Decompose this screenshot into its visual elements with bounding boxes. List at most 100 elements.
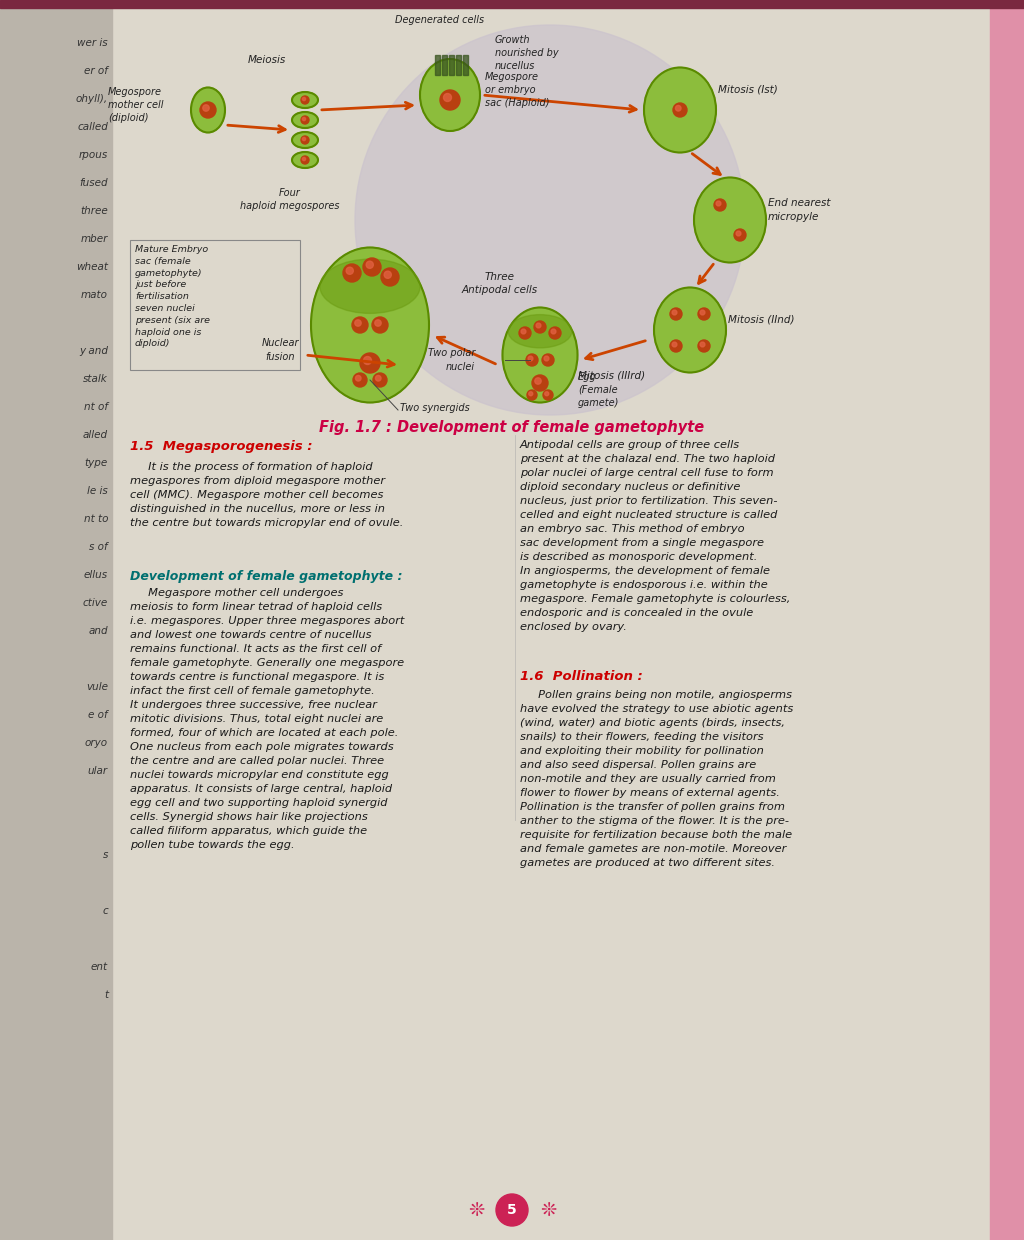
Circle shape <box>302 98 305 100</box>
Circle shape <box>355 376 361 381</box>
Text: 1.6  Pollination :: 1.6 Pollination : <box>520 670 643 683</box>
Circle shape <box>443 93 452 102</box>
Circle shape <box>301 156 309 164</box>
Circle shape <box>440 91 460 110</box>
Circle shape <box>672 310 677 315</box>
Text: Egg
(Female
gamete): Egg (Female gamete) <box>578 372 620 408</box>
Circle shape <box>302 118 305 120</box>
Text: It is the process of formation of haploid
megaspores from diploid megaspore moth: It is the process of formation of haploi… <box>130 463 403 528</box>
Text: nt to: nt to <box>84 515 108 525</box>
Text: t: t <box>103 990 108 999</box>
Ellipse shape <box>420 60 480 131</box>
Circle shape <box>384 272 391 278</box>
Ellipse shape <box>694 177 766 263</box>
Text: ctive: ctive <box>83 598 108 608</box>
Text: rpous: rpous <box>79 150 108 160</box>
Circle shape <box>542 353 554 366</box>
Ellipse shape <box>292 92 318 108</box>
Text: ❊: ❊ <box>468 1200 484 1219</box>
Text: Four
haploid megospores: Four haploid megospores <box>241 188 340 211</box>
Bar <box>456 55 461 74</box>
Circle shape <box>670 340 682 352</box>
Circle shape <box>364 357 372 365</box>
Bar <box>449 55 454 74</box>
Text: Development of female gametophyte :: Development of female gametophyte : <box>130 570 402 583</box>
Circle shape <box>376 376 381 381</box>
Circle shape <box>673 103 687 117</box>
Text: nt of: nt of <box>84 402 108 412</box>
Ellipse shape <box>191 88 225 133</box>
Text: Megospore
or embryo
sac (Haploid): Megospore or embryo sac (Haploid) <box>485 72 550 108</box>
Circle shape <box>200 102 216 118</box>
Circle shape <box>375 320 381 326</box>
Circle shape <box>545 392 549 396</box>
Circle shape <box>676 105 681 112</box>
Text: vule: vule <box>86 682 108 692</box>
Bar <box>463 55 468 74</box>
Text: Three
Antipodal cells: Three Antipodal cells <box>462 272 538 295</box>
Text: ular: ular <box>88 766 108 776</box>
Circle shape <box>670 308 682 320</box>
Circle shape <box>381 268 399 286</box>
Text: ohyll),: ohyll), <box>76 94 108 104</box>
Text: Mature Embryo
sac (female
gametophyte)
just before
fertilisation
seven nuclei
pr: Mature Embryo sac (female gametophyte) j… <box>135 246 210 348</box>
Text: ❊: ❊ <box>540 1200 556 1219</box>
Circle shape <box>672 342 677 347</box>
Circle shape <box>362 258 381 277</box>
Circle shape <box>537 324 541 327</box>
Circle shape <box>521 329 526 334</box>
Bar <box>0 0 112 1240</box>
Circle shape <box>354 320 361 326</box>
Text: called: called <box>77 122 108 131</box>
Circle shape <box>734 229 746 241</box>
Circle shape <box>373 373 387 387</box>
Ellipse shape <box>292 112 318 128</box>
Ellipse shape <box>654 288 726 372</box>
Circle shape <box>301 136 309 144</box>
Text: fused: fused <box>80 179 108 188</box>
Circle shape <box>698 340 710 352</box>
Text: oryo: oryo <box>85 738 108 748</box>
Ellipse shape <box>319 259 420 314</box>
Circle shape <box>551 329 556 334</box>
Text: Meiosis: Meiosis <box>248 55 287 64</box>
Bar <box>0 0 1024 7</box>
Circle shape <box>301 95 309 104</box>
Circle shape <box>549 327 561 339</box>
Text: mber: mber <box>81 234 108 244</box>
Circle shape <box>528 392 532 396</box>
Circle shape <box>519 327 531 339</box>
Circle shape <box>736 231 741 236</box>
Ellipse shape <box>292 153 318 167</box>
Text: er of: er of <box>84 66 108 76</box>
Ellipse shape <box>311 248 429 403</box>
Circle shape <box>346 267 353 274</box>
Circle shape <box>528 356 532 361</box>
Circle shape <box>302 157 305 161</box>
Text: Mitosis (IIIrd): Mitosis (IIIrd) <box>578 370 645 379</box>
Bar <box>442 55 447 74</box>
Text: Antipodal cells are group of three cells
present at the chalazal end. The two ha: Antipodal cells are group of three cells… <box>520 440 791 632</box>
Text: 1.5  Megasporogenesis :: 1.5 Megasporogenesis : <box>130 440 312 453</box>
Text: alled: alled <box>83 430 108 440</box>
Circle shape <box>535 378 542 384</box>
Circle shape <box>360 353 380 373</box>
Text: End nearest
micropyle: End nearest micropyle <box>768 198 830 222</box>
Circle shape <box>367 262 374 268</box>
Text: mato: mato <box>81 290 108 300</box>
Text: s: s <box>102 849 108 861</box>
Circle shape <box>543 391 553 401</box>
Circle shape <box>353 373 367 387</box>
Text: e of: e of <box>88 711 108 720</box>
Text: Degenerated cells: Degenerated cells <box>395 15 484 25</box>
Bar <box>435 55 440 74</box>
Text: ellus: ellus <box>84 570 108 580</box>
Text: wer is: wer is <box>78 38 108 48</box>
Text: ent: ent <box>91 962 108 972</box>
Text: Megaspore mother cell undergoes
meiosis to form linear tetrad of haploid cells
i: Megaspore mother cell undergoes meiosis … <box>130 588 404 849</box>
Text: y and: y and <box>79 346 108 356</box>
Circle shape <box>301 117 309 124</box>
Text: 5: 5 <box>507 1203 517 1216</box>
Circle shape <box>352 317 368 334</box>
Text: le is: le is <box>87 486 108 496</box>
